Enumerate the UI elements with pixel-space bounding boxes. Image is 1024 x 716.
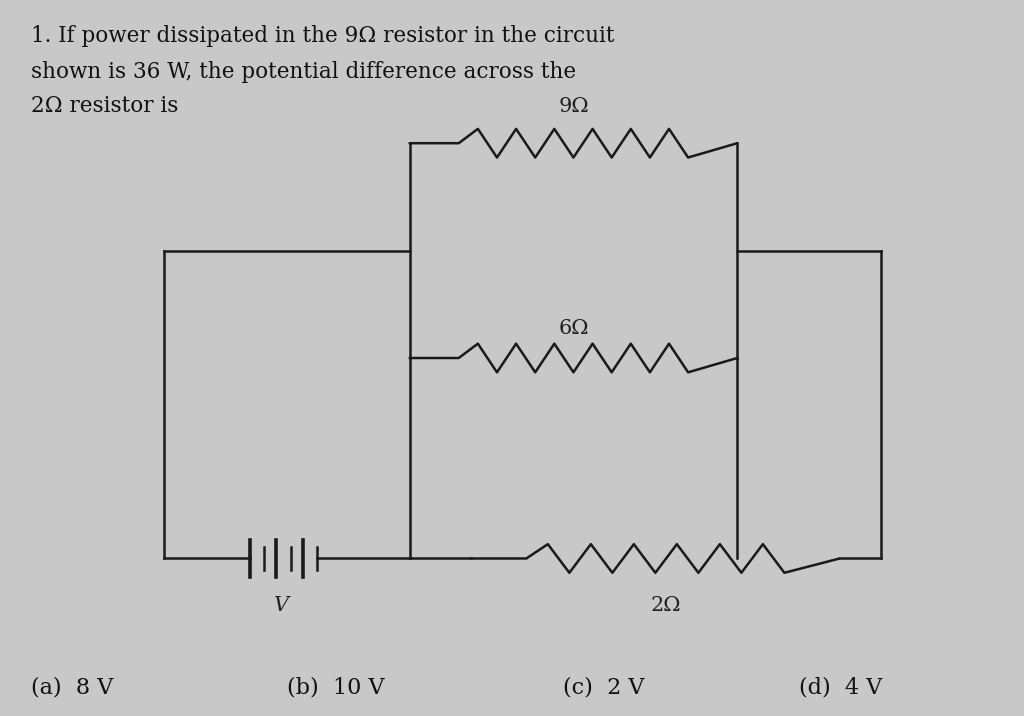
Text: (c)  2 V: (c) 2 V xyxy=(563,676,645,698)
Text: shown is 36 W, the potential difference across the: shown is 36 W, the potential difference … xyxy=(31,61,575,83)
Text: V: V xyxy=(274,596,289,615)
Text: 2Ω: 2Ω xyxy=(650,596,681,615)
Text: (d)  4 V: (d) 4 V xyxy=(799,676,882,698)
Text: 6Ω: 6Ω xyxy=(558,319,589,338)
Text: (a)  8 V: (a) 8 V xyxy=(31,676,113,698)
Text: 1. If power dissipated in the 9Ω resistor in the circuit: 1. If power dissipated in the 9Ω resisto… xyxy=(31,25,614,47)
Text: 9Ω: 9Ω xyxy=(558,97,589,116)
Text: (b)  10 V: (b) 10 V xyxy=(287,676,384,698)
Text: 2Ω resistor is: 2Ω resistor is xyxy=(31,95,178,117)
